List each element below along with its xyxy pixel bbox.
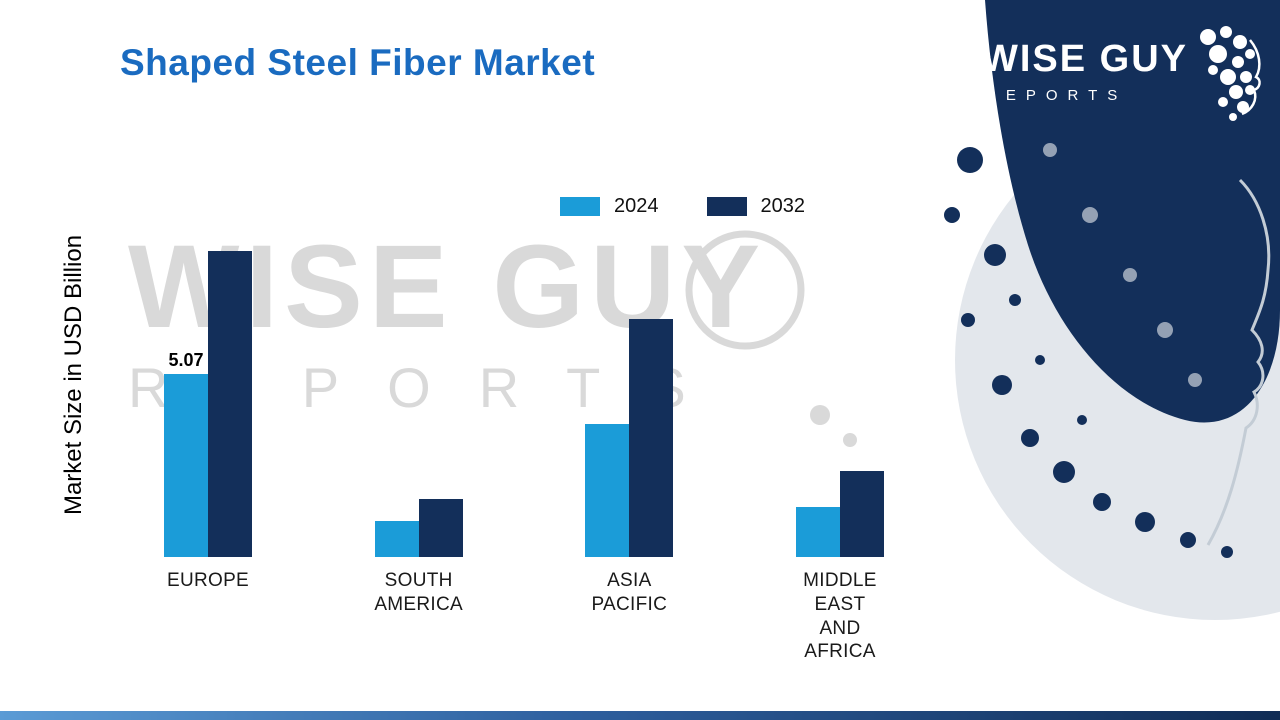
logo: WISE GUY REPORTS — [982, 40, 1188, 104]
legend-item-2024: 2024 — [560, 195, 659, 218]
bar-2032-asia-pacific — [629, 319, 674, 557]
bar-value-label: 5.07 — [168, 350, 204, 371]
legend-swatch-2024 — [560, 197, 600, 216]
category-label: ASIA PACIFIC — [591, 570, 668, 615]
category-label: EUROPE — [166, 570, 250, 591]
logo-line2: REPORTS — [985, 87, 1128, 104]
bar-chart: 5.07 EUROPE SOUTH AMERICA ASIA PACIFIC MIDDL… — [128, 247, 920, 664]
legend-label-2032: 2032 — [760, 195, 806, 217]
bar-2024-europe — [164, 374, 208, 557]
bottom-gradient-bar — [0, 711, 1280, 720]
category-label: SOUTH AMERICA — [374, 570, 463, 615]
legend-swatch-2032 — [706, 197, 747, 216]
dissolve-dots — [944, 147, 1233, 558]
bar-group: ASIA PACIFIC — [549, 247, 709, 664]
bar-2032-middle-east-and-africa — [839, 470, 884, 557]
bar-group: 5.07 EUROPE — [128, 247, 288, 664]
face-profile-line — [1206, 178, 1271, 546]
bar-group: SOUTH AMERICA — [339, 247, 499, 664]
bar-2024-middle-east-and-africa — [795, 506, 840, 557]
logo-line1: WISE GUY — [982, 38, 1189, 80]
bar-2024-south-america — [374, 521, 419, 557]
blob-texture-dots — [1043, 143, 1202, 387]
gray-circle — [955, 100, 1280, 620]
watermark-magnifier-icon — [685, 230, 857, 447]
bar-2032-south-america — [418, 499, 463, 557]
legend: 2024 2032 — [560, 195, 805, 218]
bar-2024-asia-pacific — [585, 423, 630, 557]
category-label: MIDDLE EAST AND AFRICA — [803, 570, 877, 663]
bar-group: MIDDLE EAST AND AFRICA — [760, 247, 920, 664]
logo-face-icon — [1200, 26, 1261, 121]
y-axis-label: Market Size in USD Billion — [60, 234, 87, 516]
page-title: Shaped Steel Fiber Market — [120, 42, 596, 83]
decorative-head-graphic — [944, 0, 1280, 620]
legend-label-2024: 2024 — [614, 195, 659, 217]
bar-2032-europe — [208, 251, 252, 557]
legend-item-2032: 2032 — [706, 195, 806, 218]
